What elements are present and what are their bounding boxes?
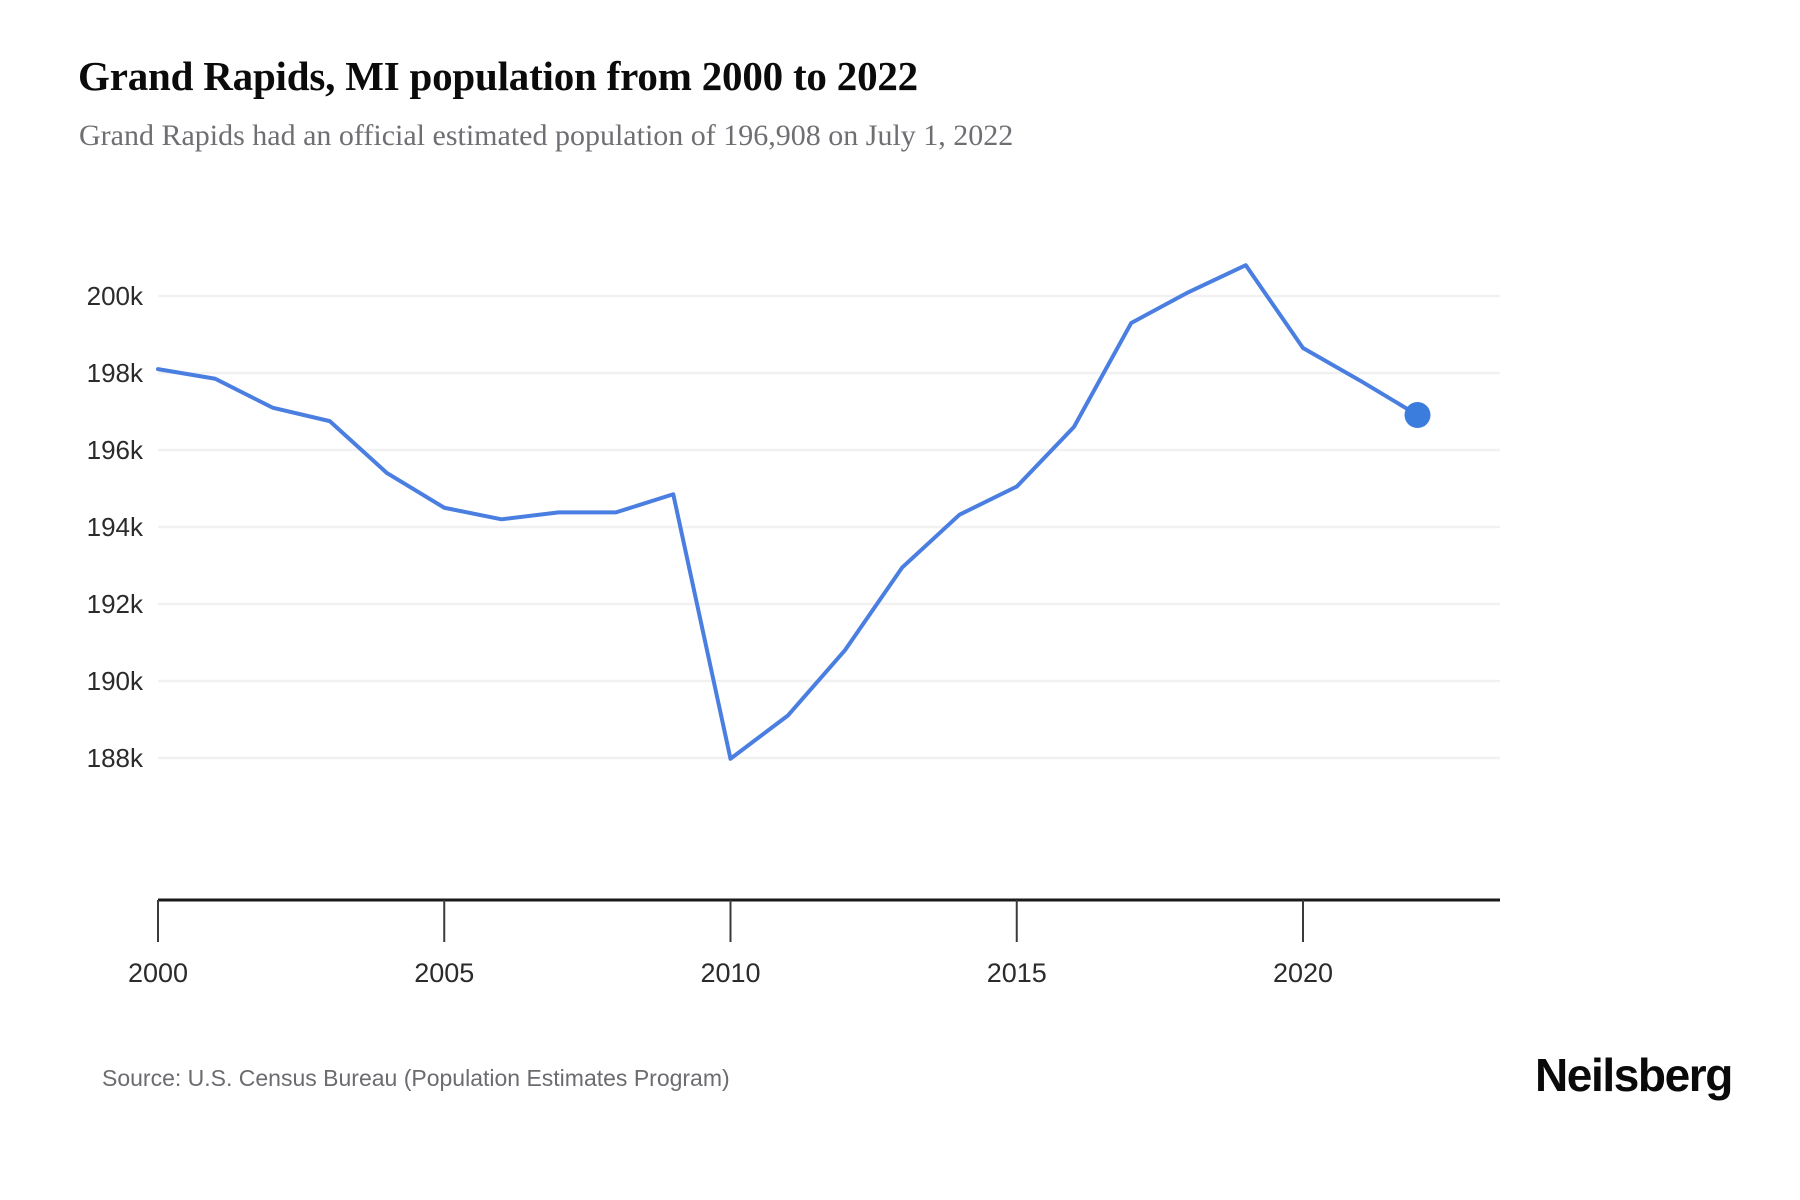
x-axis-tick-label: 2010 <box>700 958 760 988</box>
x-axis-tick-label: 2020 <box>1273 958 1333 988</box>
page-title: Grand Rapids, MI population from 2000 to… <box>78 53 918 99</box>
x-axis-tick-label: 2005 <box>414 958 474 988</box>
y-axis-tick-label: 196k <box>87 435 144 465</box>
y-axis-tick-label: 192k <box>87 589 144 619</box>
source-note: Source: U.S. Census Bureau (Population E… <box>102 1065 730 1091</box>
endpoint-marker <box>1404 402 1431 429</box>
y-axis-tick-label: 200k <box>87 281 144 311</box>
x-axis-tick-label: 2000 <box>128 958 188 988</box>
x-axis-labels: 2000 2005 2010 2015 2020 <box>128 958 1333 988</box>
y-axis-tick-label: 188k <box>87 743 144 773</box>
gridlines <box>158 294 1500 760</box>
page-subtitle: Grand Rapids had an official estimated p… <box>79 119 1014 152</box>
x-axis-tick-label: 2015 <box>987 958 1047 988</box>
y-axis-tick-label: 194k <box>87 512 144 542</box>
x-axis <box>157 898 1500 942</box>
brand-logo: Neilsberg <box>1534 1049 1733 1101</box>
y-axis-tick-label: 190k <box>87 666 144 696</box>
data-series <box>156 263 1420 761</box>
series-line-population <box>156 263 1420 761</box>
latest-value-marker[interactable] <box>1404 402 1431 429</box>
y-axis-labels: 188k 190k 192k 194k 196k 198k 200k <box>87 281 144 773</box>
y-axis-tick-label: 198k <box>87 358 144 388</box>
